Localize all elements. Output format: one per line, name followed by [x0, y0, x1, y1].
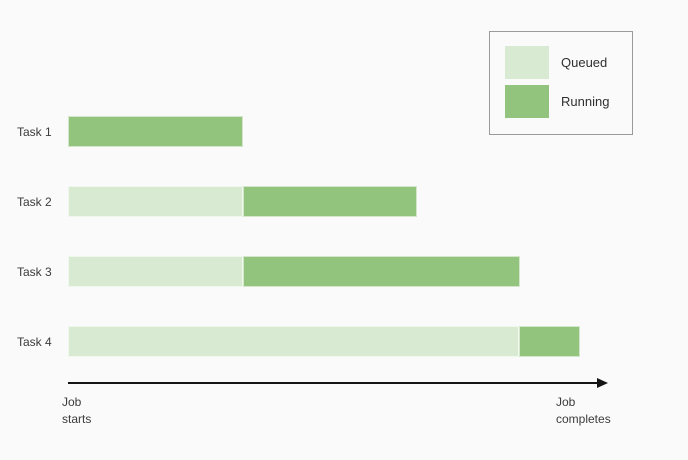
axis-label-line: completes — [556, 412, 611, 427]
bar-running-segment — [519, 326, 581, 357]
legend-label-queued: Queued — [561, 55, 608, 70]
task-label: Task 3 — [17, 264, 52, 279]
axis-label-job-completes: Job completes — [556, 394, 611, 428]
running-swatch — [505, 85, 549, 118]
legend-item-running: Running — [505, 85, 609, 118]
bar-queued-segment — [68, 256, 244, 287]
task-label: Task 4 — [17, 334, 52, 349]
queued-swatch — [505, 46, 549, 79]
axis-label-line: starts — [62, 412, 92, 427]
bar-running-segment — [68, 116, 244, 147]
axis-label-job-starts: Job starts — [62, 394, 91, 428]
legend-label-running: Running — [561, 94, 610, 109]
bar-queued-segment — [68, 186, 244, 217]
legend-item-queued: Queued — [505, 46, 607, 79]
axis-label-line: Job — [62, 395, 82, 409]
bar-running-segment — [243, 256, 521, 287]
legend: Queued Running — [489, 31, 633, 135]
axis-label-line: Job — [556, 395, 576, 409]
axis-arrowhead-icon — [597, 378, 608, 388]
time-axis-line — [68, 382, 600, 384]
bar-queued-segment — [68, 326, 520, 357]
task-label: Task 1 — [17, 124, 52, 139]
bar-running-segment — [243, 186, 417, 217]
task-label: Task 2 — [17, 194, 52, 209]
